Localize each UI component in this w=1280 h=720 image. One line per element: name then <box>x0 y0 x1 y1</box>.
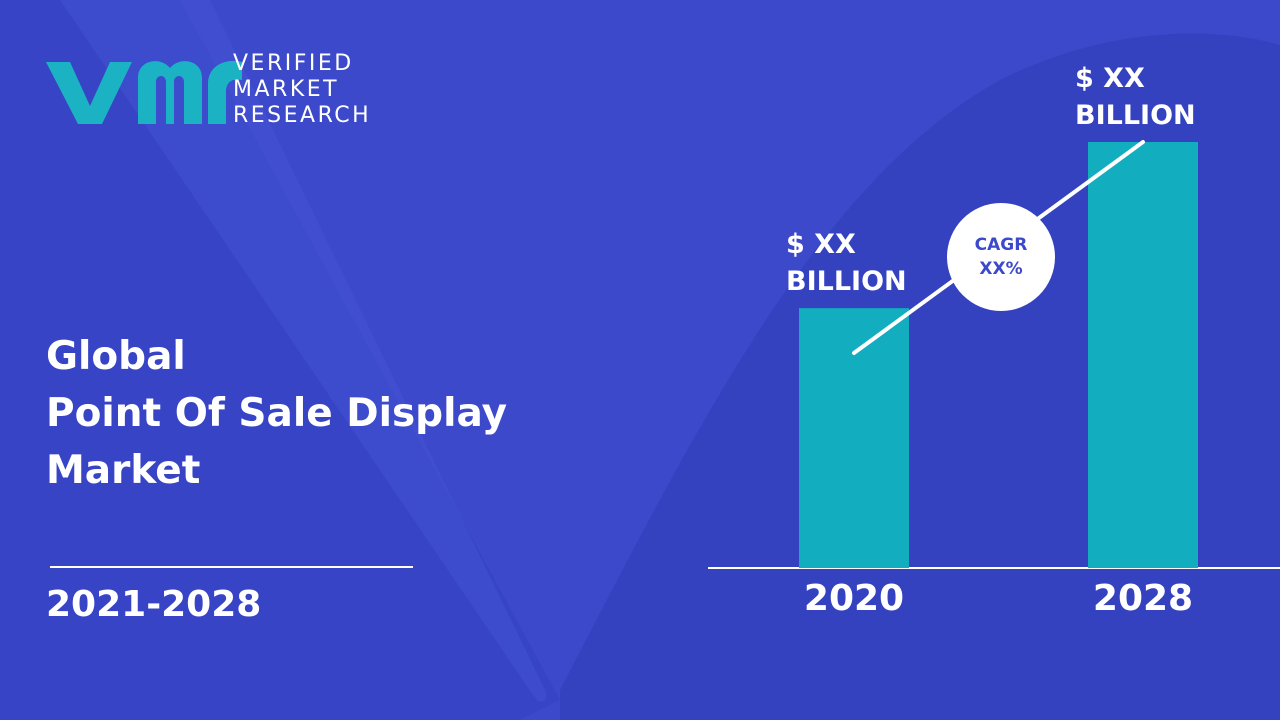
title-divider <box>50 566 413 568</box>
forecast-period: 2021-2028 <box>46 584 262 625</box>
value-label-2028: $ XX BILLION <box>1075 60 1196 134</box>
title-line-3: Market <box>46 448 201 493</box>
category-label-2020: 2020 <box>803 578 905 619</box>
value-label-2020: $ XX BILLION <box>786 226 907 300</box>
cagr-label: CAGR <box>974 235 1028 255</box>
cagr-value: XX% <box>979 259 1023 279</box>
cagr-badge: CAGR XX% <box>947 203 1055 311</box>
logo-wordmark: VERIFIED MARKET RESEARCH <box>233 51 371 129</box>
category-label-2028: 2028 <box>1092 578 1194 619</box>
title-line-2: Point Of Sale Display <box>46 391 508 436</box>
value-label-line: $ XX <box>786 229 856 261</box>
title-line-1: Global <box>46 334 186 379</box>
vmr-logo-icon <box>46 60 242 124</box>
value-label-line: $ XX <box>1075 63 1145 94</box>
value-label-line: BILLION <box>786 266 907 298</box>
logo-line-research: RESEARCH <box>233 103 372 128</box>
bar-2028 <box>1088 142 1198 568</box>
value-label-line: BILLION <box>1075 100 1196 131</box>
logo-line-verified: VERIFIED <box>233 51 354 76</box>
logo-line-market: MARKET <box>233 77 340 102</box>
page-title: Global Point Of Sale Display Market <box>46 328 507 499</box>
bar-2020 <box>799 308 909 568</box>
